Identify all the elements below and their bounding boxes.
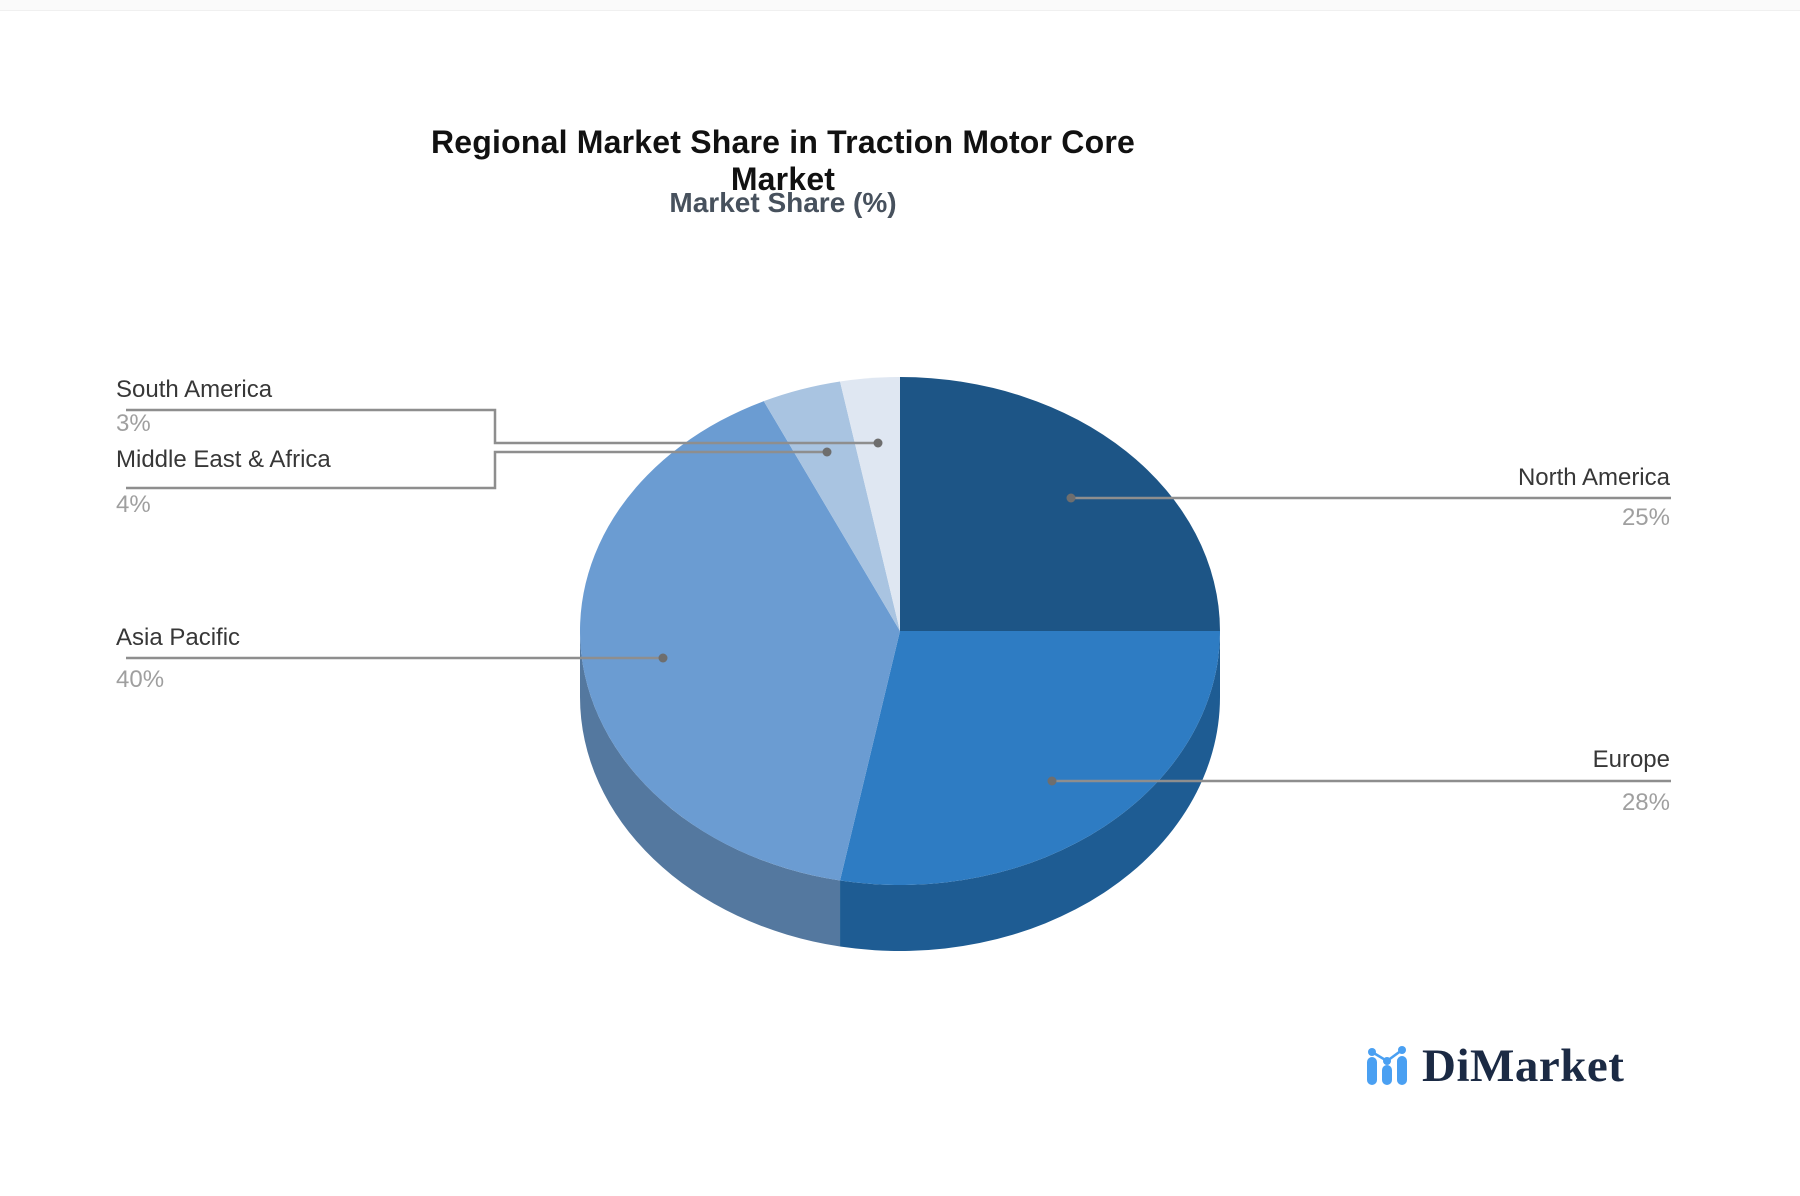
logo-dot (1383, 1057, 1391, 1065)
pie-slice-asia-pacific[interactable] (579, 401, 900, 881)
chart-subtitle: Market Share (%) (669, 187, 897, 218)
callout-line-middle-east-and-africa (126, 450, 827, 490)
label-europe: Europe (1592, 746, 1670, 773)
logo-bar (1367, 1057, 1377, 1085)
callout-line-south-america (126, 408, 878, 445)
pct-north-america: 25% (1621, 504, 1670, 531)
label-asia-pacific: Asia Pacific (116, 624, 241, 651)
callout-dot-south-america (873, 438, 883, 448)
logo-dot (1398, 1046, 1406, 1054)
pct-asia-pacific: 40% (116, 666, 165, 693)
pie-side-asia-pacific (580, 631, 841, 947)
callout-dot-north-america (1066, 493, 1076, 503)
pie-slice-europe[interactable] (840, 631, 1220, 885)
logo-bar (1397, 1056, 1407, 1085)
bar-line-chart-icon (1367, 1046, 1407, 1085)
label-south-america: South America (116, 376, 273, 403)
pct-europe: 28% (1621, 789, 1670, 816)
brand-logo-text: DiMarket (1422, 1040, 1625, 1092)
callout-dot-middle-east-and-africa (822, 447, 832, 457)
pct-south-america: 3% (116, 410, 151, 437)
pie-slice-north-america[interactable] (900, 377, 1220, 631)
callout-dot-asia-pacific (658, 653, 668, 663)
callout-dot-europe (1047, 776, 1057, 786)
pie-side-europe (840, 631, 1220, 951)
logo-bar (1382, 1065, 1392, 1085)
pie-slice-south-america[interactable] (840, 377, 900, 631)
brand-logo: DiMarket (1362, 1040, 1624, 1090)
label-north-america: North America (1517, 464, 1670, 491)
pct-middle-east-africa: 4% (116, 491, 151, 518)
label-middle-east-africa: Middle East & Africa (116, 446, 331, 473)
chart-title: Regional Market Share in Traction Motor … (430, 124, 1136, 197)
window-top-strip (0, 0, 1800, 11)
logo-dot (1368, 1048, 1376, 1056)
